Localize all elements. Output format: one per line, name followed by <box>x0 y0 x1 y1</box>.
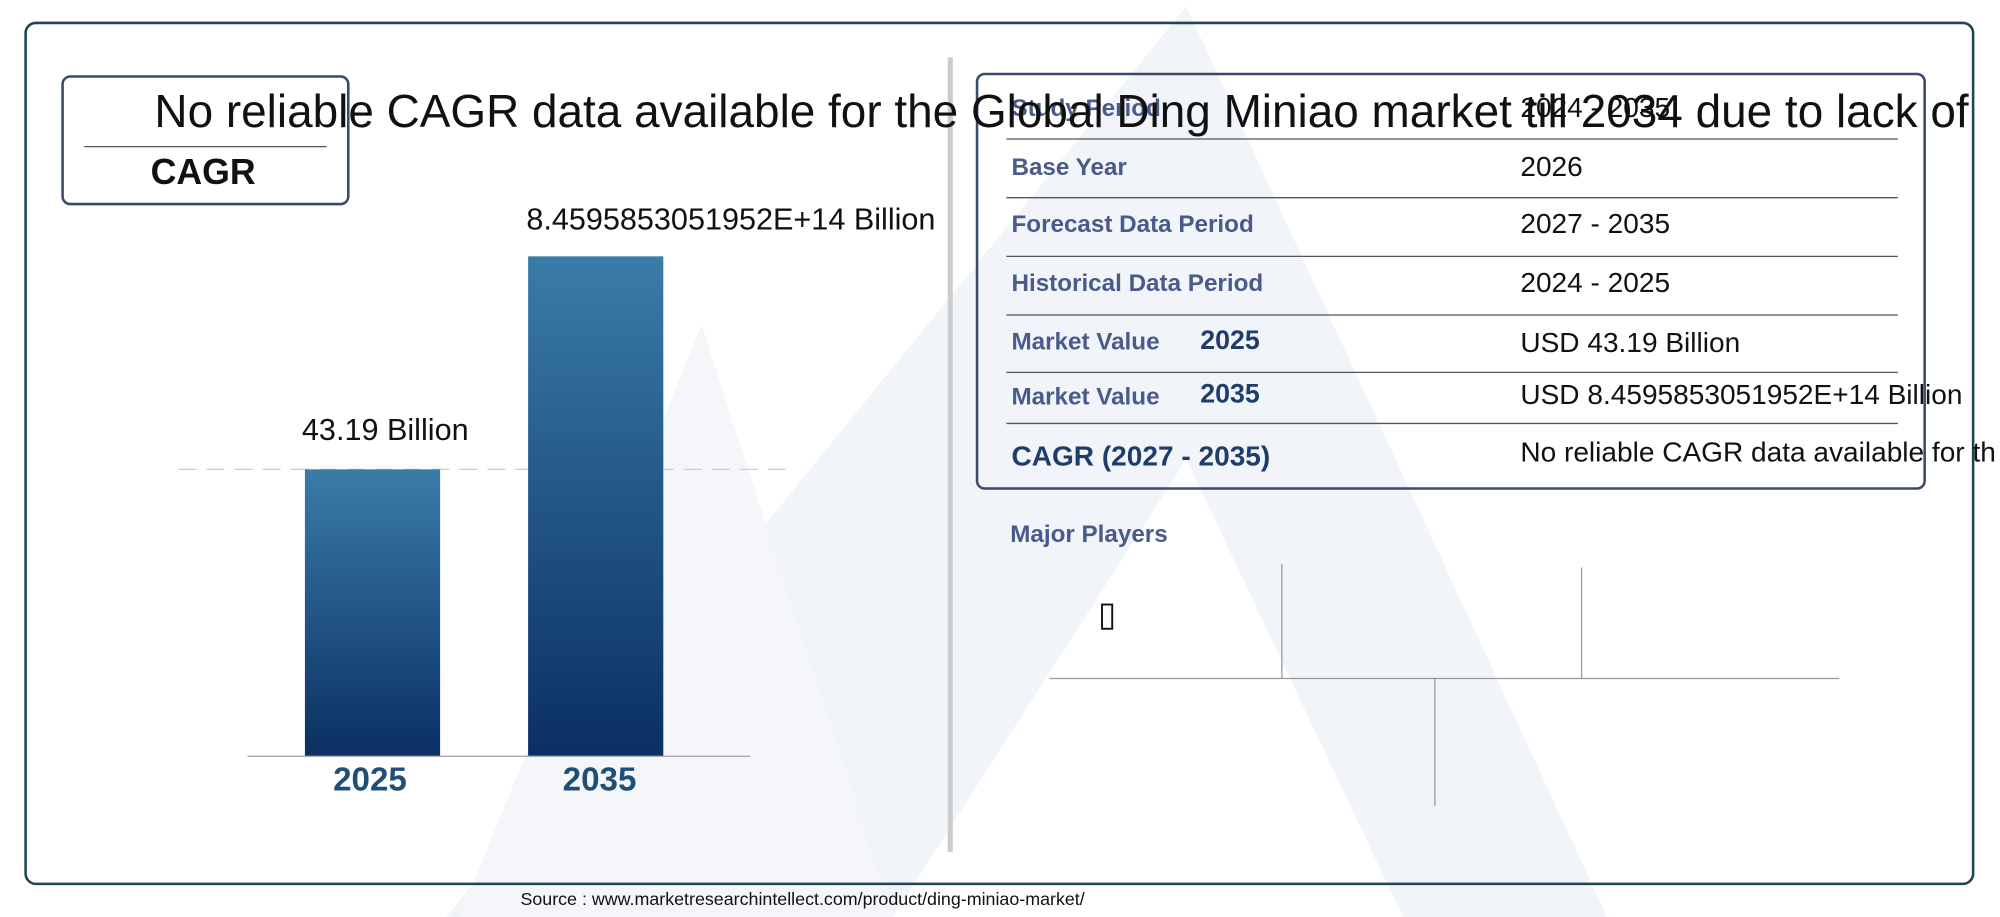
row-label: CAGR (2027 - 2035) <box>1011 440 1270 471</box>
bar-label: 43.19 Billion <box>302 413 469 447</box>
outer-frame <box>24 21 1975 886</box>
row-year: 2035 <box>1200 378 1260 408</box>
row-value: 2026 <box>1520 151 1582 182</box>
bar-year: 2035 <box>563 762 637 799</box>
row-year: 2025 <box>1200 325 1260 355</box>
row-label: Forecast Data Period <box>1011 211 1253 238</box>
row-label: Historical Data Period <box>1011 270 1263 297</box>
players-tree <box>1049 563 1840 807</box>
row-value: No reliable CAGR data available for th <box>1520 436 1995 467</box>
row-value: USD 8.4595853051952E+14 Billion <box>1520 379 1962 410</box>
watermark <box>459 325 893 917</box>
bar <box>528 256 664 757</box>
row-value: 2024 - 2025 <box>1520 267 1670 298</box>
source: Source : www.marketresearchintellect.com… <box>520 889 1084 909</box>
row-label: Market Value <box>1011 328 1159 355</box>
row-value: 2024 - 2035 <box>1520 92 1670 123</box>
cagr-box <box>61 75 350 206</box>
bar <box>304 469 441 757</box>
major-players-title: Major Players <box>1010 521 1168 548</box>
row-label: Market Value <box>1011 383 1159 410</box>
table-rules <box>1006 138 1898 425</box>
bar-label: 8.4595853051952E+14 Billion <box>526 203 935 237</box>
row-label: Base Year <box>1011 154 1127 181</box>
row-value: USD 43.19 Billion <box>1520 327 1740 358</box>
missing-glyph <box>1101 603 1114 630</box>
cagr-headline: No reliable CAGR data available for the … <box>154 85 1968 137</box>
table-box <box>975 72 1926 490</box>
cagr-label: CAGR <box>151 152 256 192</box>
row-label: Study Period <box>1011 95 1160 122</box>
bar-year: 2025 <box>333 762 407 799</box>
row-value: 2027 - 2035 <box>1520 208 1670 239</box>
